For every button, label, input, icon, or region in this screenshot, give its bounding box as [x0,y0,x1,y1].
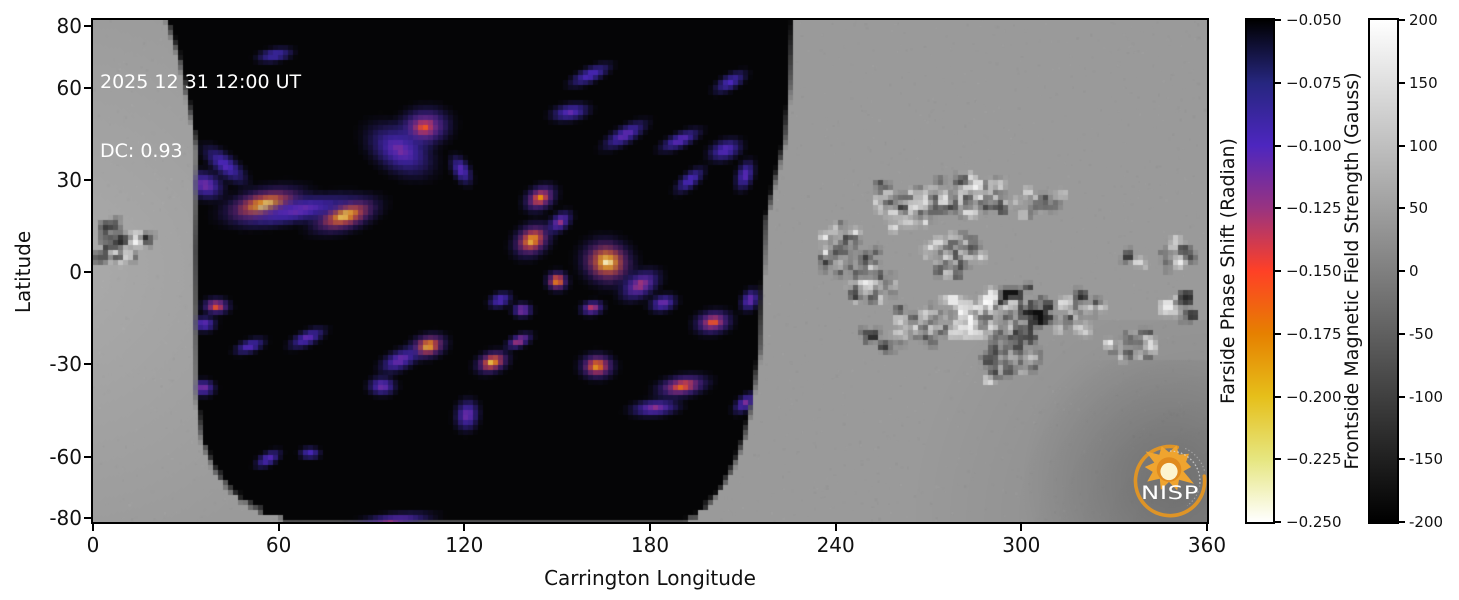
y-tick-label: -30 [49,352,82,377]
y-tick-mark [84,455,91,458]
cb1-tick-mark [1275,144,1281,147]
x-tick-label: 120 [445,533,484,557]
cb1-tick-label: −0.150 [1286,262,1342,280]
cb2-tick-label: 0 [1409,262,1419,280]
cb1-tick-mark [1275,332,1281,335]
cb2-tick-mark [1399,207,1405,210]
nisp-logo: NISP [1133,444,1207,518]
x-tick-mark [92,524,94,531]
cb1-tick-label: −0.125 [1286,199,1342,218]
y-tick-mark [84,86,91,89]
sun-core [1160,462,1178,481]
annotation-duty-cycle: DC: 0.93 [100,140,183,162]
cb1-tick-mark [1275,207,1281,210]
x-tick-label: 60 [265,533,292,557]
cb2-tick-mark [1399,458,1405,461]
y-tick-mark [84,271,91,274]
x-tick-label: 0 [86,533,100,557]
cb1-tick-mark [1275,458,1281,461]
cb2-tick-label: 200 [1409,11,1438,29]
y-tick-label: 80 [56,14,82,39]
x-tick-label: 360 [1187,533,1227,557]
y-tick-mark [84,517,91,519]
cb2-tick-mark [1399,521,1405,523]
y-tick-mark [84,25,91,28]
x-axis-label: Carrington Longitude [544,566,756,590]
x-tick-mark [1020,524,1023,531]
y-tick-label: -80 [49,506,82,530]
cb1-tick-label: −0.200 [1286,387,1342,406]
cb2-tick-mark [1399,395,1405,398]
cb1-tick-label: −0.225 [1286,450,1342,469]
cb2-tick-mark [1399,19,1405,21]
y-tick-label: 60 [56,75,82,100]
cb1-tick-mark [1275,521,1281,523]
colorbar-farside-phase [1245,18,1275,524]
cb2-tick-label: 150 [1409,73,1438,92]
cb2-tick-label: -200 [1409,513,1444,531]
x-tick-label: 180 [630,533,670,557]
cb2-tick-mark [1399,332,1405,335]
cb2-tick-mark [1399,270,1405,272]
annotation-date: 2025 12 31 12:00 UT [100,71,302,93]
y-tick-mark [84,178,91,181]
cb2-tick-mark [1399,81,1405,84]
cb1-tick-mark [1275,395,1281,398]
cb1-tick-label: −0.075 [1286,73,1342,92]
x-tick-label: 240 [816,533,855,557]
cb1-tick-label: −0.100 [1286,136,1342,155]
x-tick-label: 300 [1002,533,1041,557]
solar-map-plot [93,20,1207,522]
cb1-tick-mark [1275,19,1281,21]
map-annotation: 2025 12 31 12:00 UT DC: 0.93 [100,25,301,209]
colorbar-frontside-field [1368,18,1399,524]
y-tick-label: -60 [49,444,82,469]
cb1-tick-mark [1275,81,1281,84]
logo-ring-text-outer [1184,447,1206,472]
cb2-tick-mark [1399,144,1405,147]
y-tick-mark [84,363,91,366]
x-tick-mark [463,524,466,531]
solar-map-canvas [93,20,1207,522]
x-tick-mark [277,524,280,531]
logo-ring [1133,444,1207,518]
cb1-tick-label: −0.250 [1286,513,1342,531]
cb2-tick-label: 100 [1409,136,1438,155]
x-tick-mark [649,524,651,531]
nisp-wordmark: NISP [1141,482,1199,504]
cb1-tick-label: −0.050 [1286,11,1342,29]
colorbar-farside-label: Farside Phase Shift (Radian) [1217,138,1239,404]
cb1-tick-mark [1275,270,1281,272]
colorbar-frontside-label: Frontside Magnetic Field Strength (Gauss… [1341,72,1363,470]
y-tick-label: 30 [56,167,82,192]
x-tick-mark [1206,524,1208,531]
x-tick-mark [834,524,837,531]
logo-ring-text-lower [1186,491,1199,507]
y-tick-label: 0 [69,260,82,285]
cb2-tick-label: -150 [1409,450,1444,469]
cb2-tick-label: -100 [1409,387,1444,406]
logo-ring-text [1169,450,1201,487]
cb2-tick-label: -50 [1409,324,1434,343]
cb2-tick-label: 50 [1409,199,1429,218]
cb1-tick-label: −0.175 [1286,324,1342,343]
